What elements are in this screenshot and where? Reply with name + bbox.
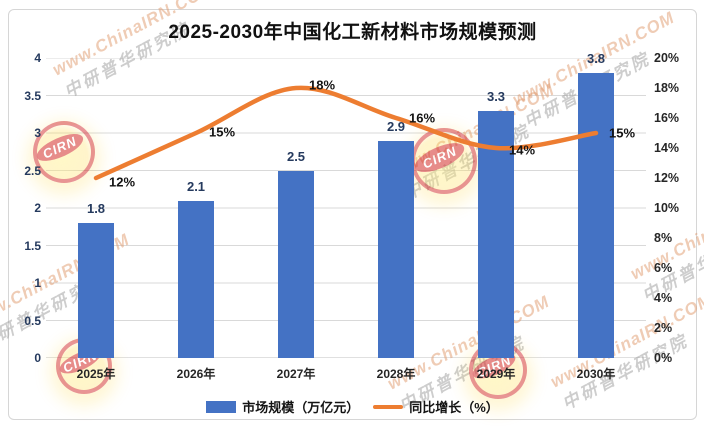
x-axis-label: 2025年 [76, 367, 116, 381]
right-axis-tick: 4% [654, 291, 673, 305]
legend-item-yoy-growth: 同比增长（%） [373, 397, 499, 416]
right-axis-tick: 10% [654, 201, 680, 215]
bar [478, 110, 514, 358]
line-point-label: 18% [309, 77, 336, 93]
bar-value-label: 1.8 [86, 201, 106, 216]
right-axis-tick: 0% [654, 351, 673, 365]
bar-series-swatch [206, 400, 237, 413]
right-axis-tick: 18% [654, 81, 680, 95]
x-axis-label: 2026年 [176, 367, 216, 381]
x-axis-label: 2027年 [276, 367, 316, 381]
line-point-label: 16% [409, 110, 436, 126]
growth-line [93, 85, 599, 181]
chart-card: 2025-2030年中国化工新材料市场规模预测 0 0.5 1 1.5 2 2.5 3 3.5… [8, 9, 697, 420]
line-point-label: 12% [109, 174, 136, 190]
legend: 市场规模（万亿元） 同比增长（%） [9, 397, 696, 416]
x-axis-label: 2030年 [576, 367, 616, 381]
legend-label: 市场规模（万亿元） [242, 400, 360, 415]
line-series-swatch [373, 404, 404, 409]
bar [378, 140, 414, 358]
chart-title: 2025-2030年中国化工新材料市场规模预测 [168, 22, 537, 43]
left-axis-tick: 1.5 [24, 238, 41, 253]
left-axis-tick: 4 [34, 51, 41, 65]
gridline-layer [46, 58, 646, 358]
right-axis-tick: 14% [654, 141, 680, 155]
line-point-label: 15% [209, 124, 236, 140]
left-axis-tick: 2 [34, 201, 41, 215]
left-axis-tick: 1 [34, 276, 41, 290]
plot-area: 1.8 2.1 2.5 2.9 3.3 3.8 12% 15% 18% 16% 14% 15% [46, 51, 646, 358]
bar-value-label: 3.8 [586, 51, 606, 66]
right-axis-tick: 16% [654, 111, 680, 125]
bar [278, 170, 314, 358]
left-axis-tick: 3.5 [24, 88, 41, 103]
line-point-label: 14% [509, 142, 536, 158]
left-axis-tick: 0 [34, 351, 41, 365]
bar [78, 223, 114, 358]
right-axis-tick: 8% [654, 231, 673, 245]
left-axis-tick: 2.5 [24, 163, 41, 178]
right-axis-tick: 12% [654, 171, 680, 185]
bar [178, 200, 214, 358]
bar-value-label: 3.3 [486, 88, 506, 104]
left-axis-tick: 3 [34, 126, 41, 140]
bar-value-label: 2.5 [286, 148, 306, 164]
right-axis-tick: 2% [654, 321, 673, 335]
line-series [93, 85, 599, 181]
line-point-label: 15% [609, 125, 636, 141]
bar [578, 73, 614, 358]
right-axis-tick: 20% [654, 51, 680, 65]
x-axis-label: 2029年 [476, 367, 516, 381]
legend-item-market-size: 市场规模（万亿元） [206, 397, 359, 416]
left-axis-tick: 0.5 [24, 313, 41, 328]
bar-value-label: 2.1 [186, 178, 206, 194]
right-axis-tick: 6% [654, 261, 673, 275]
x-axis-label: 2028年 [376, 367, 416, 381]
bar-value-label: 2.9 [386, 118, 406, 134]
legend-label: 同比增长（%） [409, 400, 499, 415]
